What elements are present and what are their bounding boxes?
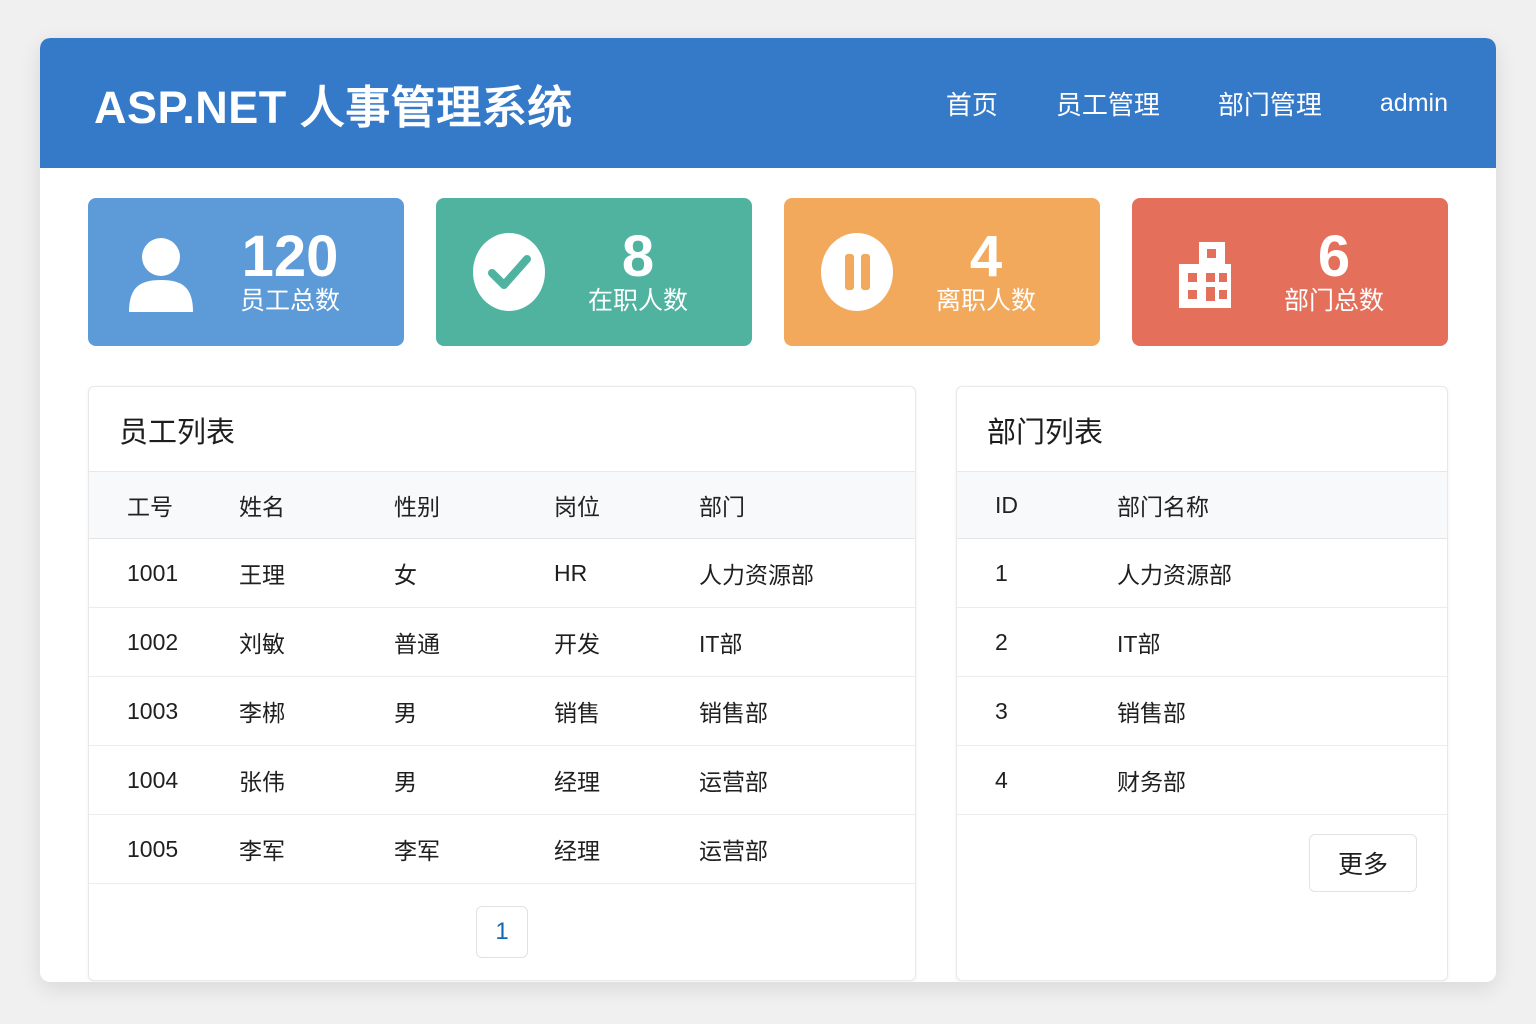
table-row[interactable]: 2 IT部 — [957, 607, 1447, 677]
cell-department-id: 3 — [957, 676, 1107, 746]
stat-label: 在职人数 — [587, 286, 688, 315]
column-header-department-name: 部门名称 — [1107, 472, 1447, 539]
department-list-panel: 部门列表 ID 部门名称 1 人力资源部 2 IT部 — [956, 386, 1448, 981]
employee-list-panel: 员工列表 工号 姓名 性别 岗位 部门 1001 王理 女 — [88, 386, 916, 981]
department-table-header-row: ID 部门名称 — [957, 472, 1447, 539]
check-circle-icon — [470, 230, 548, 314]
cell-employee-id: 1004 — [89, 745, 229, 815]
app-container: ASP.NET 人事管理系统 首页 员工管理 部门管理 admin 120 员工… — [40, 38, 1496, 982]
table-row[interactable]: 4 财务部 — [957, 745, 1447, 815]
nav-item-home[interactable]: 首页 — [945, 89, 998, 120]
stat-card-active-employees[interactable]: 8 在职人数 — [436, 198, 752, 346]
cell-position: 销售 — [544, 676, 689, 746]
stat-card-text: 8 在职人数 — [548, 227, 728, 318]
cell-department: 销售部 — [689, 676, 915, 746]
cell-department-name: IT部 — [1107, 607, 1447, 677]
column-header-name: 姓名 — [229, 472, 384, 539]
cell-department: 运营部 — [689, 745, 915, 815]
cell-employee-id: 1002 — [89, 607, 229, 677]
employee-panel-title: 员工列表 — [119, 417, 236, 449]
table-row[interactable]: 3 销售部 — [957, 676, 1447, 746]
table-row[interactable]: 1005 李军 李军 经理 运营部 — [89, 814, 915, 884]
cell-department-name: 销售部 — [1107, 676, 1447, 746]
employee-pagination: 1 — [89, 884, 915, 980]
nav-links: 首页 员工管理 部门管理 admin — [946, 85, 1448, 122]
column-header-employee-id: 工号 — [89, 472, 229, 539]
nav-item-departments[interactable]: 部门管理 — [1217, 89, 1322, 120]
building-icon — [1166, 230, 1244, 314]
panels-row: 员工列表 工号 姓名 性别 岗位 部门 1001 王理 女 — [40, 346, 1496, 981]
cell-position: HR — [544, 538, 689, 608]
cell-department-name: 人力资源部 — [1107, 538, 1447, 608]
stat-card-text: 6 部门总数 — [1244, 227, 1424, 318]
cell-department-id: 1 — [957, 538, 1107, 608]
cell-employee-id: 1003 — [89, 676, 229, 746]
table-row[interactable]: 1 人力资源部 — [957, 538, 1447, 608]
cell-department: IT部 — [689, 607, 915, 677]
department-panel-header: 部门列表 — [957, 387, 1447, 472]
cell-gender: 男 — [384, 745, 544, 815]
stat-card-total-employees[interactable]: 120 员工总数 — [88, 198, 404, 346]
stat-cards-row: 120 员工总数 8 在职人数 — [40, 168, 1496, 346]
cell-department: 人力资源部 — [689, 538, 915, 608]
employee-table: 工号 姓名 性别 岗位 部门 1001 王理 女 HR 人力资源部 — [89, 472, 915, 884]
employee-table-header-row: 工号 姓名 性别 岗位 部门 — [89, 472, 915, 539]
cell-employee-id: 1001 — [89, 538, 229, 608]
stat-value: 8 — [621, 223, 655, 289]
table-row[interactable]: 1002 刘敏 普通 开发 IT部 — [89, 607, 915, 677]
cell-name: 刘敏 — [229, 607, 384, 677]
cell-department-name: 财务部 — [1107, 745, 1447, 815]
nav-item-employees[interactable]: 员工管理 — [1055, 89, 1160, 120]
pause-circle-icon — [818, 230, 896, 314]
employee-table-body: 1001 王理 女 HR 人力资源部 1002 刘敏 普通 开发 IT部 — [89, 538, 915, 884]
pagination-page-1[interactable]: 1 — [476, 906, 528, 958]
cell-name: 李梆 — [229, 676, 384, 746]
cell-name: 王理 — [229, 538, 384, 608]
more-button[interactable]: 更多 — [1309, 834, 1417, 892]
cell-name: 张伟 — [229, 745, 384, 815]
stat-card-text: 120 员工总数 — [200, 227, 380, 318]
cell-gender: 女 — [384, 538, 544, 608]
column-header-department: 部门 — [689, 472, 915, 539]
table-row[interactable]: 1001 王理 女 HR 人力资源部 — [89, 538, 915, 608]
department-table-body: 1 人力资源部 2 IT部 3 销售部 4 财务部 — [957, 538, 1447, 815]
stat-label: 部门总数 — [1283, 286, 1384, 315]
table-row[interactable]: 1004 张伟 男 经理 运营部 — [89, 745, 915, 815]
column-header-department-id: ID — [957, 472, 1107, 539]
cell-position: 经理 — [544, 814, 689, 884]
stat-value: 120 — [241, 223, 339, 289]
cell-department-id: 4 — [957, 745, 1107, 815]
nav-item-user[interactable]: admin — [1379, 88, 1448, 117]
stat-label: 员工总数 — [239, 286, 340, 315]
cell-employee-id: 1005 — [89, 814, 229, 884]
column-header-position: 岗位 — [544, 472, 689, 539]
stat-value: 6 — [1317, 223, 1351, 289]
cell-gender: 普通 — [384, 607, 544, 677]
navbar: ASP.NET 人事管理系统 首页 员工管理 部门管理 admin — [40, 38, 1496, 168]
cell-position: 经理 — [544, 745, 689, 815]
cell-gender: 李军 — [384, 814, 544, 884]
person-icon — [122, 230, 200, 314]
cell-position: 开发 — [544, 607, 689, 677]
cell-department: 运营部 — [689, 814, 915, 884]
cell-gender: 男 — [384, 676, 544, 746]
table-row[interactable]: 1003 李梆 男 销售 销售部 — [89, 676, 915, 746]
department-panel-title: 部门列表 — [987, 417, 1104, 449]
column-header-gender: 性别 — [384, 472, 544, 539]
employee-panel-header: 员工列表 — [89, 387, 915, 472]
cell-department-id: 2 — [957, 607, 1107, 677]
stat-card-resigned-employees[interactable]: 4 离职人数 — [784, 198, 1100, 346]
page-title: ASP.NET 人事管理系统 — [94, 81, 573, 133]
stat-value: 4 — [969, 223, 1003, 289]
stat-label: 离职人数 — [935, 286, 1036, 315]
department-panel-footer: 更多 — [957, 815, 1447, 911]
department-table: ID 部门名称 1 人力资源部 2 IT部 3 销售部 — [957, 472, 1447, 815]
stat-card-text: 4 离职人数 — [896, 227, 1076, 318]
stat-card-total-departments[interactable]: 6 部门总数 — [1132, 198, 1448, 346]
cell-name: 李军 — [229, 814, 384, 884]
